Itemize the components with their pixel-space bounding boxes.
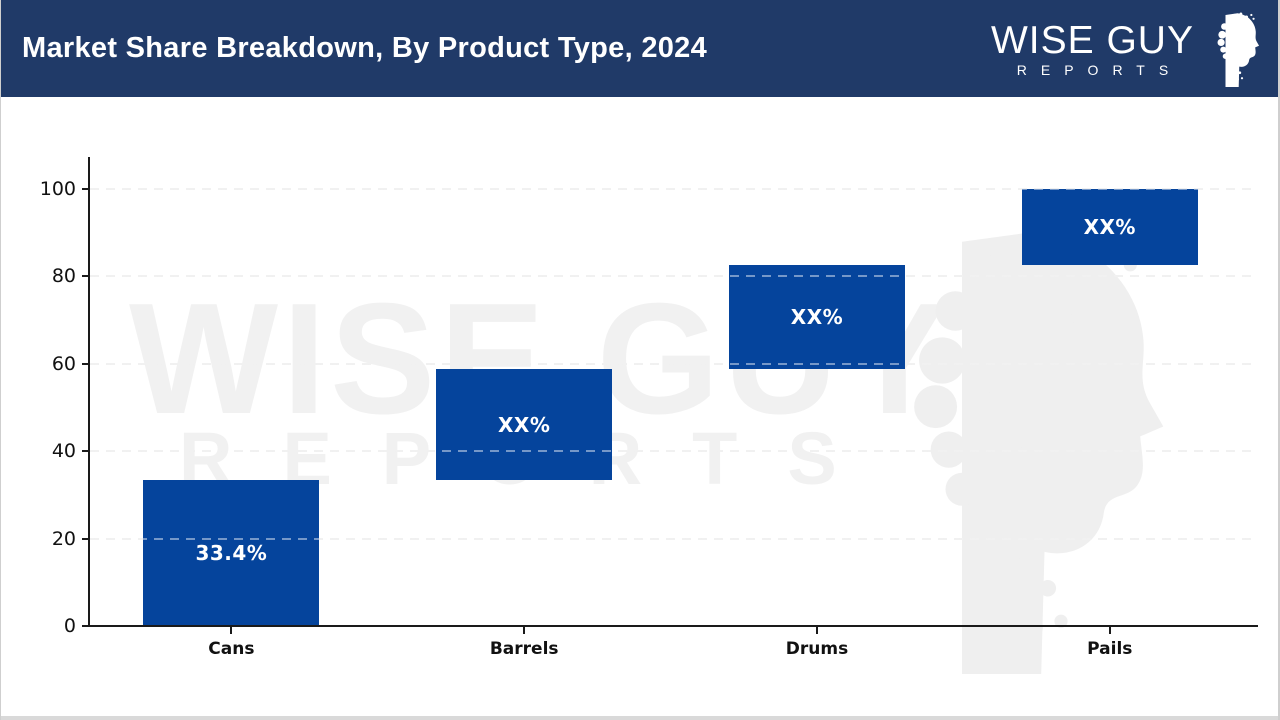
y-tick <box>82 188 90 190</box>
gridline-overlay <box>90 362 1258 365</box>
gridline <box>90 188 1258 190</box>
x-axis-category-label: Cans <box>208 639 255 659</box>
y-tick <box>82 362 90 365</box>
wise-guy-reports-logo: WISE GUY REPORTS <box>991 10 1264 87</box>
y-tick <box>82 450 90 453</box>
bar-value-label: 33.4% <box>195 541 268 565</box>
x-tick <box>230 627 233 634</box>
gridline-overlay <box>90 275 1258 278</box>
dot-face-logo-icon <box>1198 10 1264 87</box>
gridline <box>90 537 1258 540</box>
x-tick <box>523 627 526 634</box>
header: Market Share Breakdown, By Product Type,… <box>1 0 1278 97</box>
bar-barrels: XX% <box>436 369 613 481</box>
x-axis-category-label: Pails <box>1087 639 1133 659</box>
bar-cans: 33.4% <box>143 480 320 626</box>
y-tick-label: 80 <box>51 265 76 288</box>
logo-wiseguy-text: WISE GUY <box>990 18 1194 62</box>
y-tick <box>82 625 90 627</box>
y-tick <box>82 275 90 278</box>
gridline <box>90 362 1258 365</box>
gridline-overlay <box>90 450 1258 453</box>
y-tick-label: 0 <box>63 615 76 637</box>
x-tick <box>816 627 818 634</box>
y-tick <box>82 537 90 540</box>
logo-text: WISE GUY REPORTS <box>991 21 1194 77</box>
gridline <box>90 450 1258 453</box>
chart-title: Market Share Breakdown, By Product Type,… <box>22 32 708 64</box>
y-axis-line <box>88 157 90 627</box>
bar-value-label: XX% <box>1083 215 1136 240</box>
x-tick <box>1108 627 1111 634</box>
gridline <box>90 275 1258 278</box>
x-axis-category-label: Drums <box>785 639 849 659</box>
gridline-overlay <box>90 188 1258 190</box>
y-tick-label: 40 <box>51 440 76 463</box>
x-axis-line <box>88 625 1258 627</box>
y-tick-label: 20 <box>51 527 76 550</box>
bar-pails: XX% <box>1021 189 1198 266</box>
bar-drums: XX% <box>729 265 905 370</box>
y-tick-label: 60 <box>51 352 76 375</box>
x-axis-category-label: Barrels <box>489 639 559 659</box>
bar-value-label: XX% <box>497 412 551 437</box>
bottom-border-band <box>1 716 1278 720</box>
logo-reports-text: REPORTS <box>1016 61 1183 78</box>
gridline-overlay <box>90 537 1258 540</box>
y-tick-label: 100 <box>39 178 76 200</box>
bar-value-label: XX% <box>790 305 844 330</box>
